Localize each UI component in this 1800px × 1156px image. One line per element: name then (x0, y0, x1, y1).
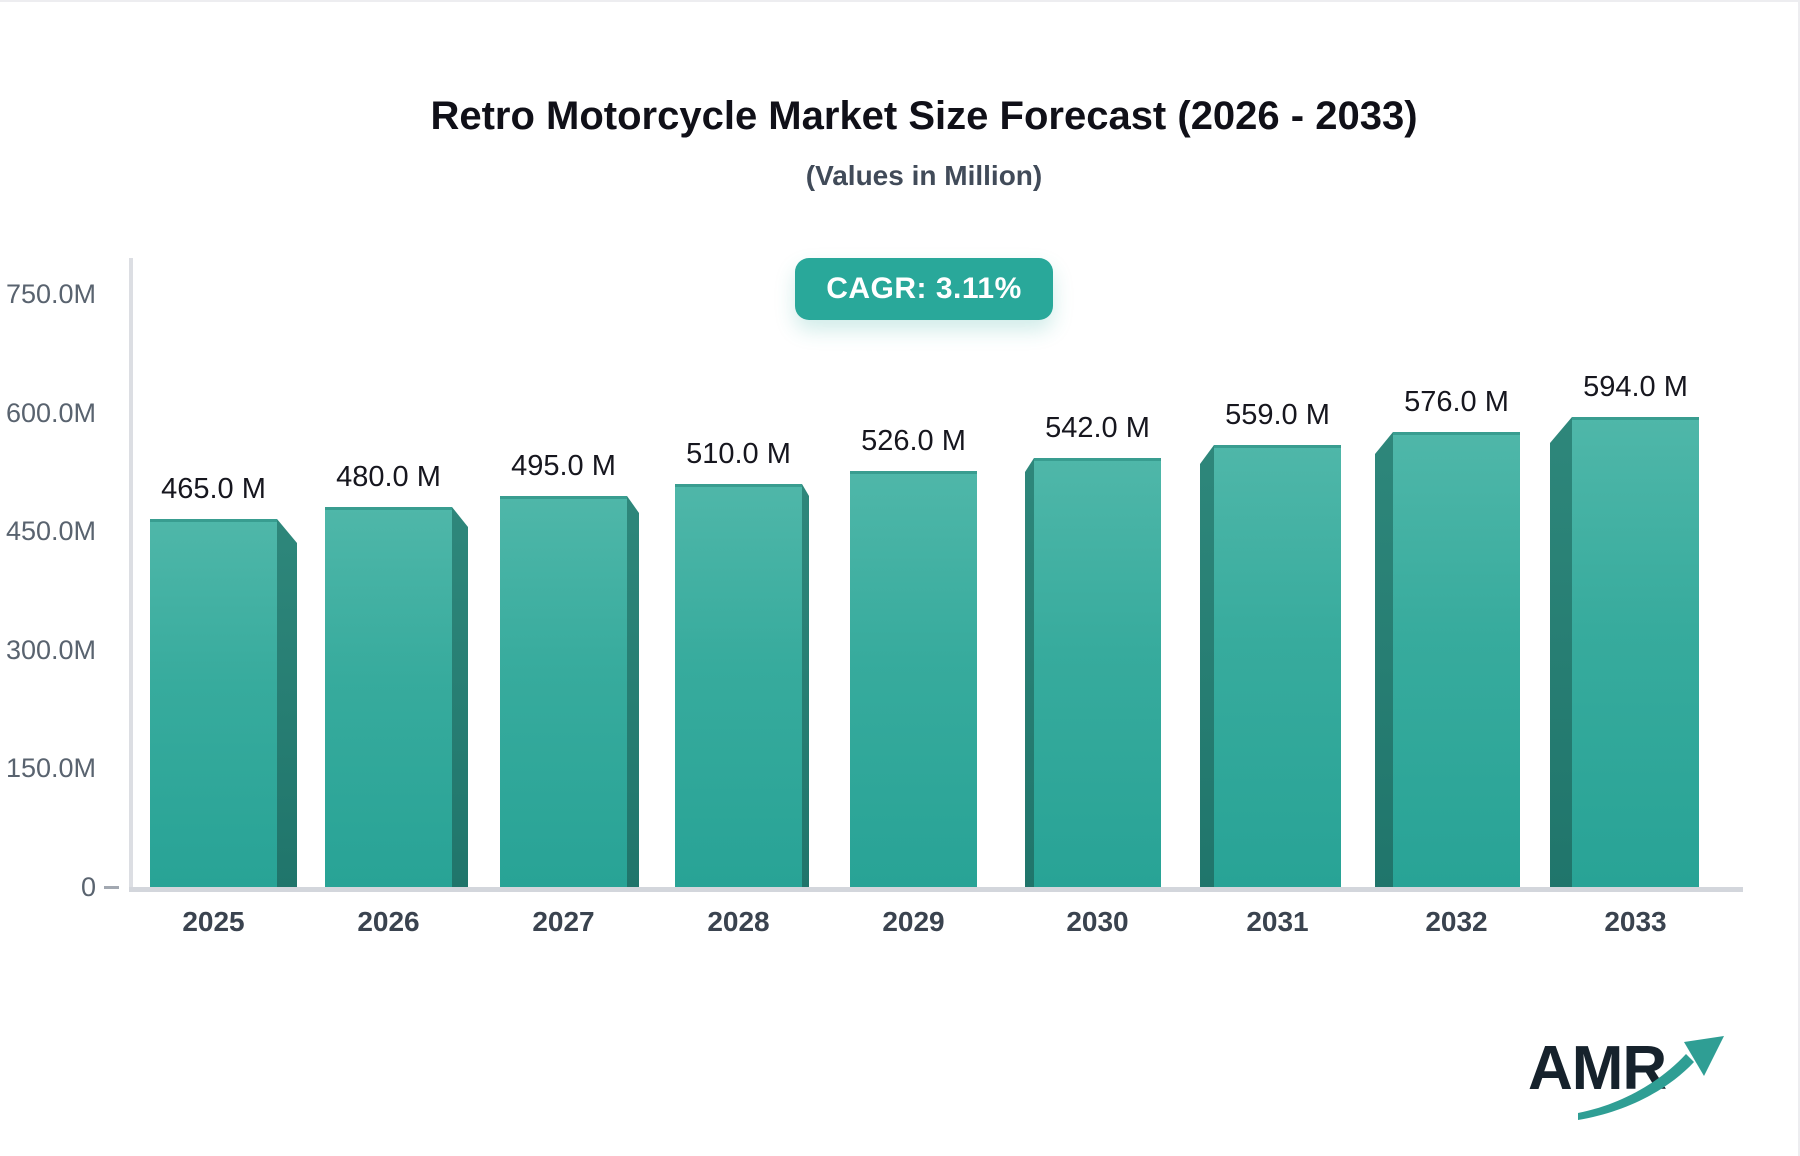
bar-value-label: 576.0 M (1404, 386, 1509, 418)
bar-3d-side (277, 519, 297, 887)
x-tick-label: 2030 (1066, 906, 1129, 937)
bar-3d-side (1200, 445, 1214, 887)
cagr-badge: CAGR: 3.11% (795, 258, 1053, 320)
bar-value-label: 495.0 M (511, 450, 616, 482)
bar-value-label: 559.0 M (1225, 399, 1330, 431)
bar-3d-side (627, 496, 639, 887)
bar-2029 (850, 471, 977, 887)
y-tick-label: 300.0M (5, 635, 96, 665)
x-axis-baseline (129, 887, 1743, 892)
bar-value-label: 526.0 M (861, 425, 966, 457)
bar-3d-side (1025, 458, 1034, 887)
bar-2026 (325, 507, 452, 887)
x-tick-label: 2031 (1246, 906, 1309, 937)
x-tick-label: 2032 (1425, 906, 1488, 937)
bar-2028 (675, 484, 802, 887)
x-tick-label: 2033 (1604, 906, 1667, 937)
bar-3d-side (802, 484, 809, 887)
x-tick-label: 2026 (357, 906, 420, 937)
y-tick-label: 600.0M (5, 398, 96, 428)
bar-2033 (1572, 417, 1699, 887)
trend-up-arrow-icon (1578, 1036, 1724, 1120)
amr-logo: AMR (1528, 1036, 1738, 1133)
bar-value-label: 510.0 M (686, 438, 791, 470)
x-tick-label: 2029 (882, 906, 945, 937)
bar-2032 (1393, 432, 1520, 887)
bar-2027 (500, 496, 627, 887)
x-tick-label: 2028 (707, 906, 770, 937)
bar-2025 (150, 519, 277, 887)
cagr-badge-label: CAGR: 3.11% (826, 272, 1022, 305)
x-tick-label: 2025 (182, 906, 245, 937)
bar-3d-side (452, 507, 468, 887)
y-tick-label: 150.0M (5, 753, 96, 783)
y-tick-label: 0 (80, 872, 96, 902)
bar-value-label: 594.0 M (1583, 371, 1688, 403)
bar-3d-side (1550, 417, 1572, 887)
chart-title: Retro Motorcycle Market Size Forecast (2… (430, 94, 1418, 138)
x-tick-label: 2027 (532, 906, 595, 937)
y-tick-label: 750.0M (5, 279, 96, 309)
bar-value-label: 542.0 M (1045, 412, 1150, 444)
chart-subtitle: (Values in Million) (805, 160, 1043, 191)
bar-value-label: 480.0 M (336, 461, 441, 493)
y-axis-line (129, 258, 133, 887)
y-tick-label: 450.0M (5, 516, 96, 546)
bar-3d-side (1375, 432, 1393, 887)
bar-2031 (1214, 445, 1341, 887)
bar-2030 (1034, 458, 1161, 887)
bar-value-label: 465.0 M (161, 473, 266, 505)
zero-tick-mark (104, 886, 119, 889)
